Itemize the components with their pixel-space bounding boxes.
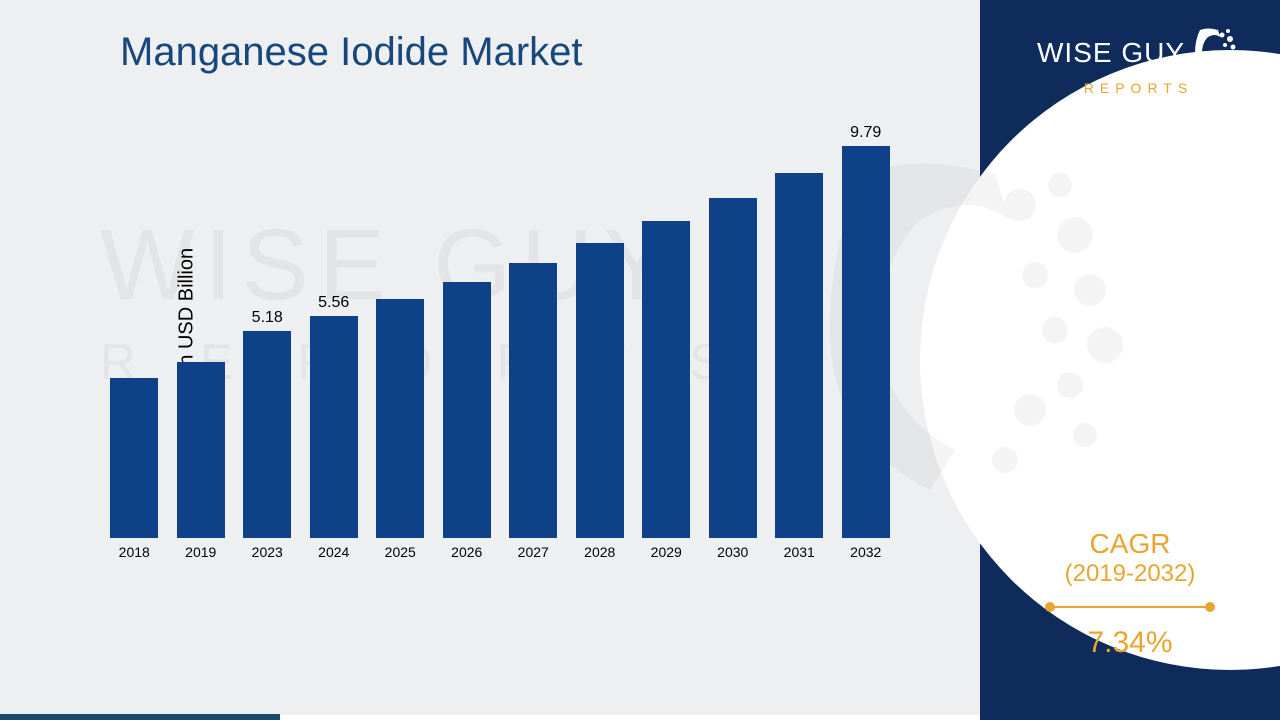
bar <box>642 221 690 538</box>
bar-group: 5.18 2023 <box>243 331 292 560</box>
x-axis-tick: 2024 <box>318 544 349 560</box>
bar <box>509 263 557 538</box>
bar-value-label: 5.56 <box>318 294 349 312</box>
logo: WISE GUY REPORTS <box>1037 25 1240 96</box>
cagr-period: (2019-2032) <box>1030 560 1230 588</box>
cagr-value: 7.34% <box>1030 626 1230 660</box>
bar-group: 2019 <box>177 362 226 560</box>
bar <box>709 198 757 538</box>
bar-group: 5.56 2024 <box>310 316 359 560</box>
bar <box>576 243 624 538</box>
bar <box>443 282 491 538</box>
x-axis-tick: 2025 <box>385 544 416 560</box>
bar-group: 2026 <box>443 282 492 560</box>
bar: 5.56 <box>310 316 358 538</box>
bar-group: 2027 <box>509 263 558 560</box>
x-axis-tick: 2030 <box>717 544 748 560</box>
x-axis-tick: 2023 <box>252 544 283 560</box>
logo-main-row: WISE GUY <box>1037 25 1240 80</box>
chart-container: Market Value in USD Billion 201820195.18… <box>90 150 890 590</box>
x-axis-tick: 2029 <box>651 544 682 560</box>
bar: 5.18 <box>243 331 291 538</box>
cagr-divider <box>1050 606 1210 608</box>
logo-sub-text: REPORTS <box>1037 80 1240 96</box>
bar <box>177 362 225 538</box>
x-axis-tick: 2026 <box>451 544 482 560</box>
bar-group: 2029 <box>642 221 691 560</box>
cagr-box: CAGR (2019-2032) 7.34% <box>1030 528 1230 660</box>
bar <box>376 299 424 538</box>
logo-head-icon <box>1190 25 1240 80</box>
bar-group: 2030 <box>709 198 758 560</box>
bar-group: 2025 <box>376 299 425 560</box>
x-axis-tick: 2018 <box>119 544 150 560</box>
bar-group: 2031 <box>775 173 824 560</box>
x-axis-tick: 2027 <box>518 544 549 560</box>
bar <box>775 173 823 538</box>
x-axis-tick: 2032 <box>850 544 881 560</box>
bottom-accent-bar <box>0 714 280 720</box>
bar-value-label: 5.18 <box>252 309 283 327</box>
bar-group: 9.79 2032 <box>842 146 891 560</box>
x-axis-tick: 2019 <box>185 544 216 560</box>
x-axis-tick: 2031 <box>784 544 815 560</box>
bars-area: 2018 2019 5.18 2023 5.56 2024 2025 2026 2027 2028… <box>110 160 890 560</box>
bar-group: 2018 <box>110 378 159 560</box>
bar-group: 2028 <box>576 243 625 560</box>
bar: 9.79 <box>842 146 890 538</box>
logo-main-text: WISE GUY <box>1037 37 1185 69</box>
bar <box>110 378 158 538</box>
x-axis-tick: 2028 <box>584 544 615 560</box>
cagr-title: CAGR <box>1030 528 1230 560</box>
bar-value-label: 9.79 <box>850 124 881 142</box>
chart-title: Manganese Iodide Market <box>120 30 583 75</box>
